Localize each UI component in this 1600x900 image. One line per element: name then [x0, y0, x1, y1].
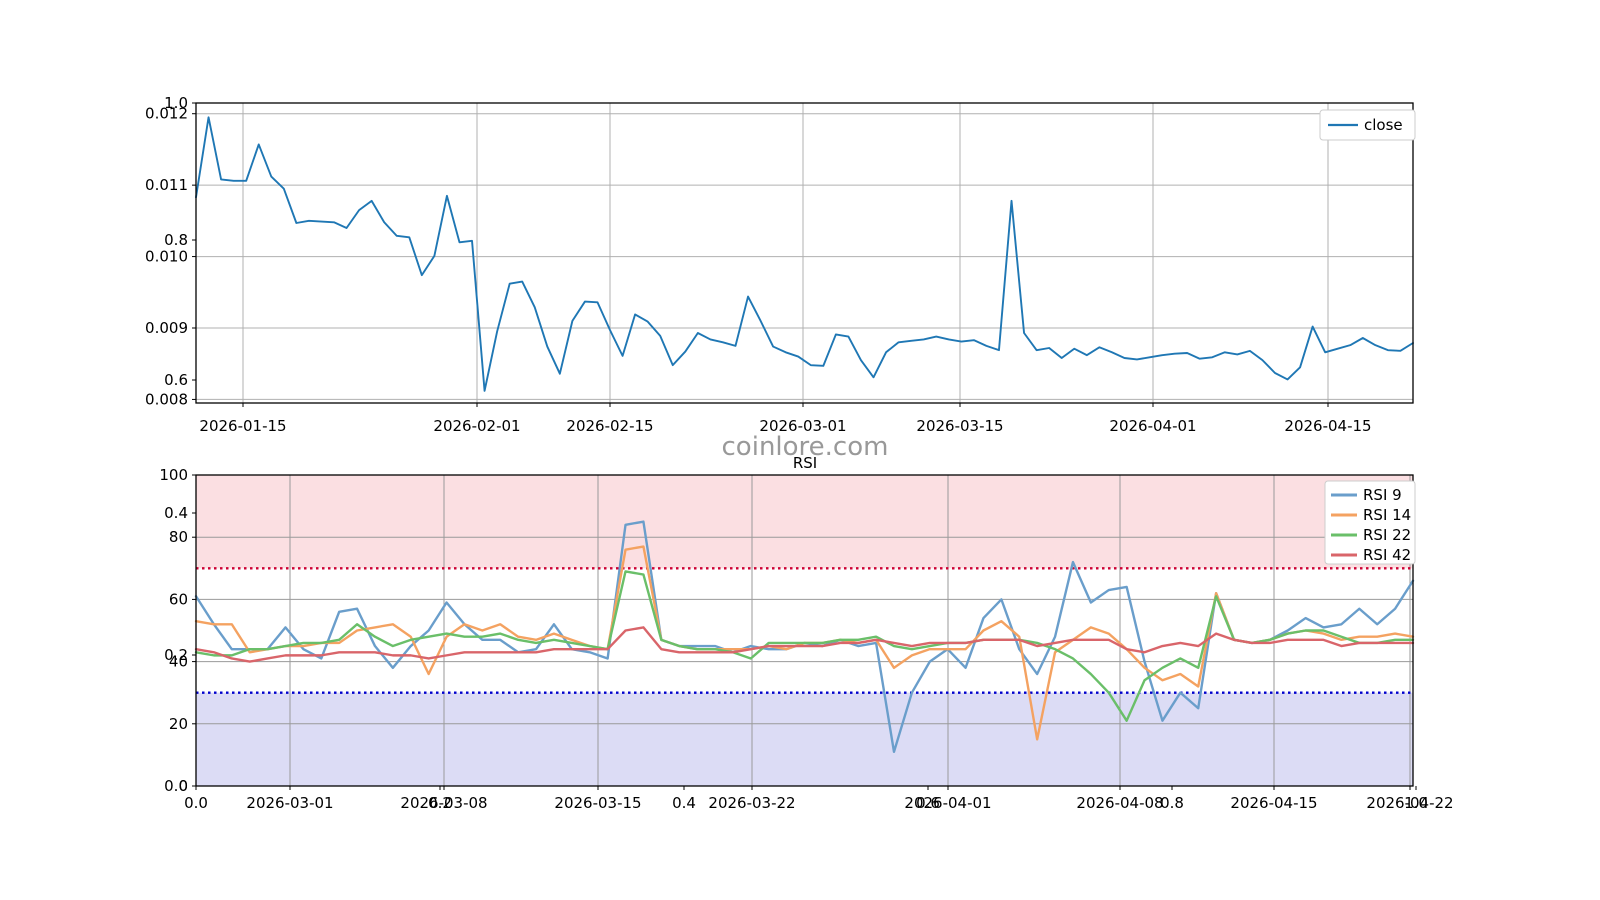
price-xtick-label: 2026-01-15 [199, 417, 286, 435]
rsi-ghost-ytick-label: 0.0 [164, 777, 188, 795]
rsi-xtick-label: 2026-03-08 [400, 794, 487, 812]
price-xtick-label: 2026-04-15 [1284, 417, 1371, 435]
rsi-legend-label-rsi-9: RSI 9 [1363, 486, 1402, 504]
rsi-ytick-label: 100 [159, 466, 188, 484]
price-legend-label-close: close [1364, 116, 1403, 134]
rsi-legend-box [1324, 480, 1416, 565]
rsi-ghost-xtick-label: 0.6 [916, 794, 940, 812]
price-ytick-label: 0.010 [145, 248, 188, 266]
rsi-axes-frame [195, 474, 1414, 787]
price-axes-frame [195, 102, 1414, 404]
rsi-ghost-ytick-label: 0.4 [164, 504, 188, 522]
price-ytick-label: 0.012 [145, 105, 188, 123]
price-ytick-label: 0.009 [145, 319, 188, 337]
price-xtick-label: 2026-03-15 [916, 417, 1003, 435]
rsi-xtick-label: 2026-03-22 [708, 794, 795, 812]
watermark: coinlore.com [722, 432, 889, 462]
rsi-legend-label-rsi-22: RSI 22 [1363, 526, 1411, 544]
rsi-ghost-ytick-label: 0.2 [164, 646, 188, 664]
rsi-oversold-band [196, 692, 1413, 786]
rsi-xtick-label: 2026-04-22 [1366, 794, 1453, 812]
rsi-series-rsi-22 [194, 570, 1415, 722]
price-ytick-label: 0.008 [145, 390, 188, 408]
price-ytick-label: 0.011 [145, 176, 188, 194]
rsi-legend-label-rsi-42: RSI 42 [1363, 546, 1411, 564]
rsi-ytick-label: 80 [169, 528, 188, 546]
rsi-legend-label-rsi-14: RSI 14 [1363, 506, 1411, 524]
rsi-overbought-band [196, 475, 1413, 569]
price-legend-box [1319, 109, 1416, 141]
price-ghost-ytick-label: 0.6 [164, 371, 188, 389]
rsi-ytick-label: 20 [169, 715, 188, 733]
price-panel: 0.008 0.009 0.010 0.011 0.012 0.6 0.8 1.0 2026-0… [145, 94, 1416, 435]
rsi-xtick-label: 2026-04-15 [1230, 794, 1317, 812]
rsi-panel: 0 20 40 60 80 100 0.0 0.2 0.4 2026-03-01 2026-03-0… [159, 466, 1453, 812]
price-ghost-ytick-label: 0.8 [164, 231, 188, 249]
rsi-ytick-label: 0 [178, 777, 188, 795]
rsi-xtick-label: 2026-03-15 [554, 794, 641, 812]
rsi-xtick-label: 2026-04-08 [1076, 794, 1163, 812]
rsi-ytick-label: 40 [169, 653, 188, 671]
rsi-xtick-label: 2026-04-01 [904, 794, 991, 812]
price-xtick-label: 2026-02-01 [433, 417, 520, 435]
price-plot-background [196, 103, 1413, 403]
rsi-legend[interactable]: RSI 9 RSI 14 RSI 22 RSI 42 [1324, 480, 1416, 565]
price-xtick-label: 2026-02-15 [566, 417, 653, 435]
price-xtick-label: 2026-04-01 [1109, 417, 1196, 435]
rsi-series-rsi-42 [194, 626, 1415, 663]
rsi-xtick-label: 2026-03-01 [246, 794, 333, 812]
rsi-ytick-label: 60 [169, 590, 188, 608]
rsi-ghost-xtick-label: 0.8 [1160, 794, 1184, 812]
rsi-ghost-xtick-label: 0.4 [672, 794, 696, 812]
price-xtick-label: 2026-03-01 [759, 417, 846, 435]
rsi-ghost-xtick-label: 1.0 [1404, 794, 1428, 812]
price-legend[interactable]: close [1319, 109, 1416, 141]
price-series-close [195, 116, 1414, 392]
price-ghost-ytick-label: 1.0 [164, 94, 188, 112]
rsi-ghost-xtick-label: 0.2 [428, 794, 452, 812]
rsi-ghost-xtick-label: 0.0 [184, 794, 208, 812]
rsi-title: RSI [793, 454, 817, 472]
